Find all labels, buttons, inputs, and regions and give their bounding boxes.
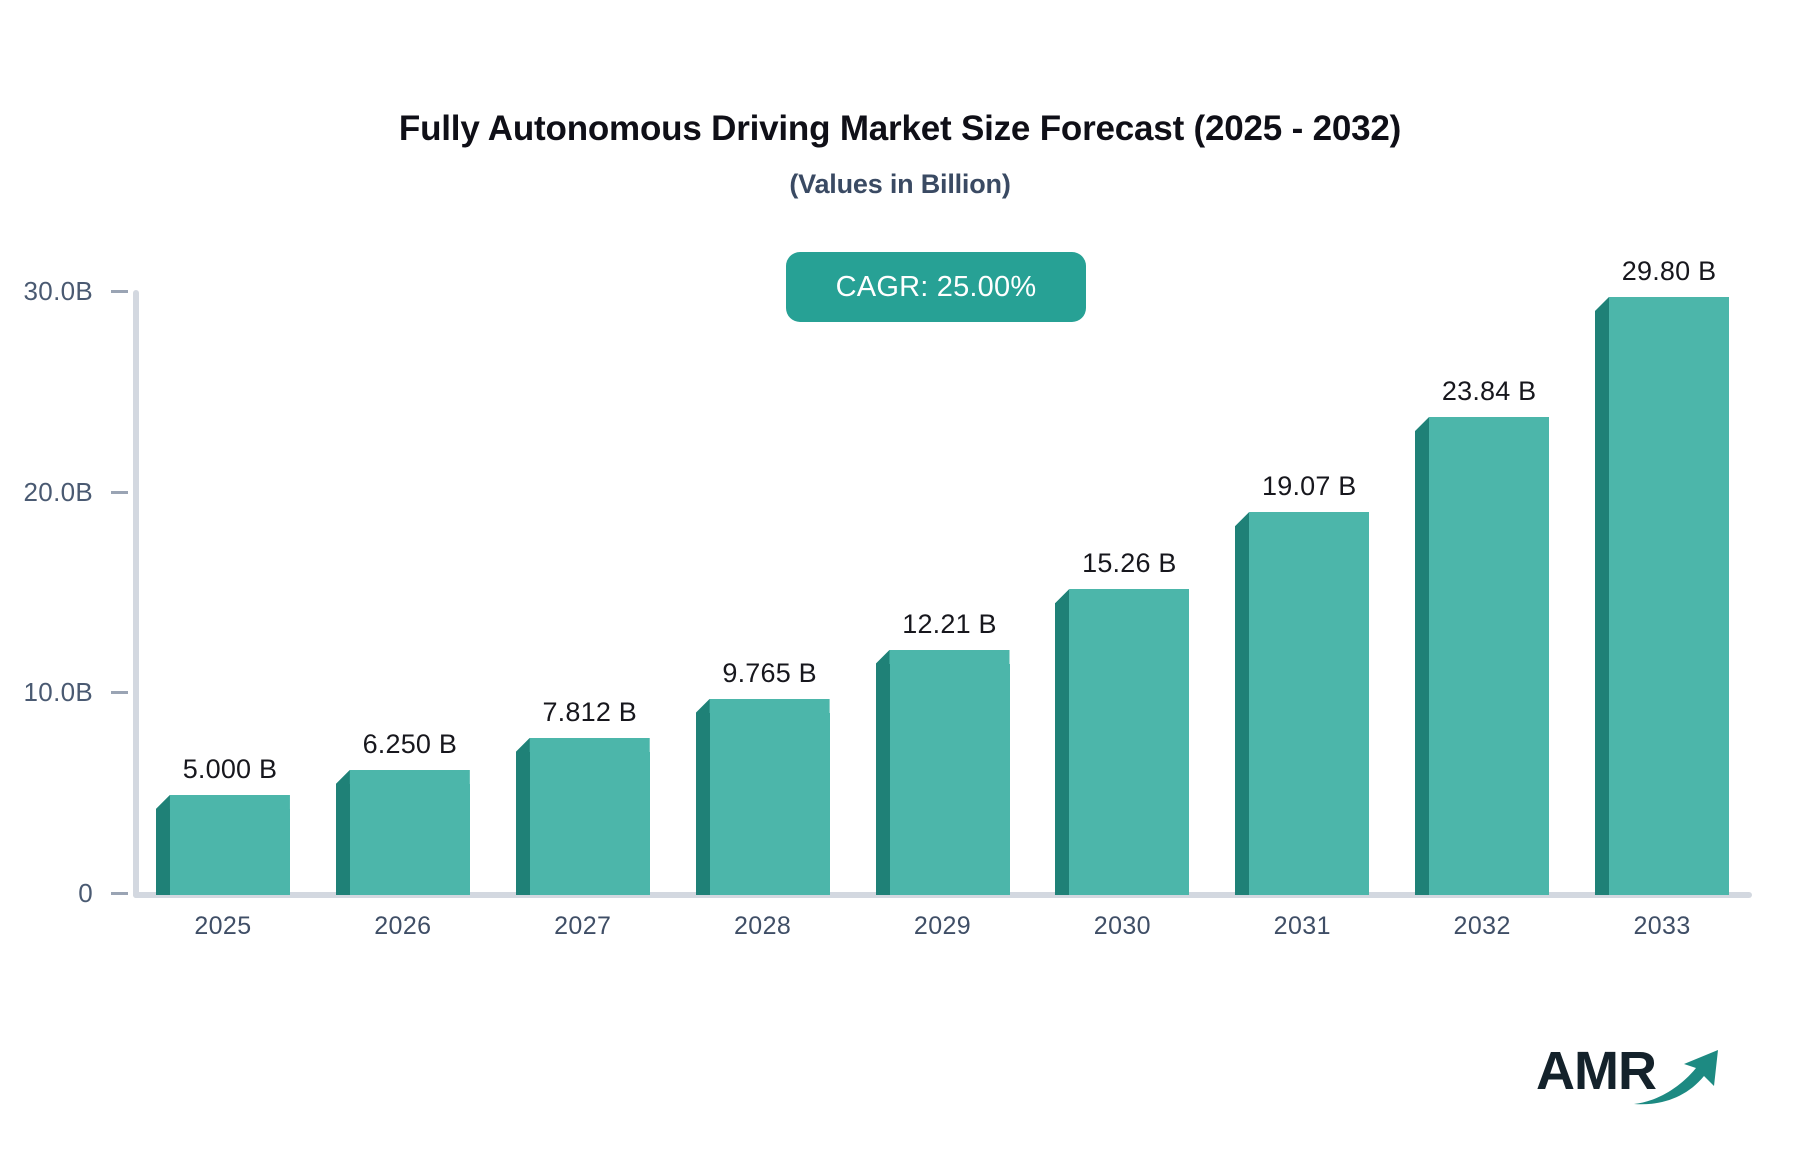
y-axis-tick-label: 30.0B: [23, 276, 93, 306]
bar-value-label: 15.26 B: [1082, 548, 1177, 578]
bar-side-top-bevel: [1235, 512, 1250, 526]
bar-top-face: [515, 738, 650, 752]
bar-value-label: 7.812 B: [542, 697, 637, 727]
x-axis-label: 2027: [554, 912, 612, 940]
bar: 29.80 B: [1595, 256, 1730, 895]
bar-side-face: [1055, 603, 1070, 895]
x-axis-label: 2030: [1093, 912, 1151, 940]
bar-top-face: [1055, 589, 1190, 603]
bar-front-face: [1429, 431, 1550, 895]
bar-side-top-bevel: [695, 699, 710, 713]
bar-top-face: [1415, 417, 1550, 431]
bar-side-face: [335, 784, 350, 895]
x-axis-label: 2029: [913, 912, 972, 940]
y-axis-tick: 30.0B: [24, 276, 128, 307]
title-block: Fully Autonomous Driving Market Size For…: [0, 108, 1800, 200]
bar-front-face: [889, 664, 1010, 895]
y-axis-tick-label: 20.0B: [23, 476, 93, 507]
bar-top-face: [155, 795, 290, 809]
bar-side-top-bevel: [1595, 297, 1610, 311]
bar-front-face: [709, 713, 830, 895]
x-axis-label: 2028: [734, 912, 792, 940]
bar-top-face: [1595, 297, 1730, 311]
growth-arrow-icon: [1634, 1050, 1718, 1105]
amr-logo: AMR: [1536, 1040, 1718, 1112]
bar-value-label: 29.80 B: [1621, 256, 1717, 286]
bar-front-face: [349, 784, 470, 895]
bar-series: 5.000 B 6.250 B 7.812 B 9.765 B 12.21 B 15.26…: [133, 0, 1752, 1156]
y-axis-tick: 10.0B: [24, 677, 128, 708]
bar-side-top-bevel: [1415, 417, 1430, 431]
bar-top-face: [875, 650, 1010, 664]
bar-side-top-bevel: [875, 650, 890, 664]
y-axis-tick: 0: [78, 878, 128, 909]
y-axis-tick-mark: [111, 290, 128, 293]
bar: 5.000 B: [155, 754, 290, 895]
y-axis-tick-label: 10.0B: [23, 677, 93, 708]
bar: 9.765 B: [695, 658, 830, 895]
y-axis-tick-mark: [111, 691, 128, 695]
bar-front-face: [1249, 526, 1370, 895]
x-axis-label: 2026: [374, 912, 432, 940]
bar-side-face: [1595, 311, 1610, 895]
bar-front-face: [169, 809, 290, 895]
bar-side-face: [515, 752, 530, 895]
x-axis-label: 2031: [1273, 912, 1331, 940]
page-title: Fully Autonomous Driving Market Size For…: [398, 109, 1402, 148]
bar-side-face: [155, 809, 170, 895]
bar-top-face: [1235, 512, 1370, 526]
y-axis-tick-mark: [111, 892, 128, 895]
x-axis-label: 2033: [1633, 912, 1691, 940]
bar-front-face: [1069, 603, 1190, 895]
bar-side-face: [1415, 431, 1430, 895]
bar: 15.26 B: [1055, 548, 1190, 895]
bar-value-label: 19.07 B: [1262, 471, 1357, 501]
bar-value-label: 5.000 B: [182, 754, 278, 784]
bar-side-face: [875, 664, 890, 895]
bar-value-label: 9.765 B: [722, 658, 817, 688]
x-axis-label: 2025: [194, 912, 252, 940]
page-subtitle: (Values in Billion): [789, 169, 1011, 199]
bar-side-top-bevel: [335, 770, 350, 784]
x-axis-label: 2032: [1453, 912, 1511, 940]
bar-side-top-bevel: [155, 795, 170, 809]
bar-top-face: [695, 699, 830, 713]
bar-front-face: [1609, 311, 1730, 895]
bar-value-label: 23.84 B: [1441, 376, 1537, 406]
bar: 23.84 B: [1415, 376, 1550, 895]
cagr-badge: CAGR: 25.00%: [786, 252, 1086, 322]
logo-text: AMR: [1536, 1041, 1657, 1101]
bar-value-label: 6.250 B: [362, 729, 458, 759]
bar: 12.21 B: [875, 609, 1010, 895]
y-axis-tick-label: 0: [78, 878, 93, 908]
y-axis-tick-mark: [111, 490, 128, 494]
bar: 6.250 B: [335, 729, 470, 895]
y-axis-line: [133, 290, 139, 898]
y-axis-tick: 20.0B: [24, 477, 128, 508]
bar-front-face: [529, 752, 650, 895]
bar-value-label: 12.21 B: [902, 609, 997, 639]
bar-side-face: [1235, 526, 1250, 895]
bar: 7.812 B: [515, 697, 650, 895]
bar: 19.07 B: [1235, 471, 1370, 895]
bar-side-top-bevel: [515, 738, 530, 752]
x-axis-line: [133, 892, 1752, 898]
bar-side-top-bevel: [1055, 589, 1070, 603]
bar-top-face: [335, 770, 470, 784]
bar-side-face: [695, 713, 710, 895]
